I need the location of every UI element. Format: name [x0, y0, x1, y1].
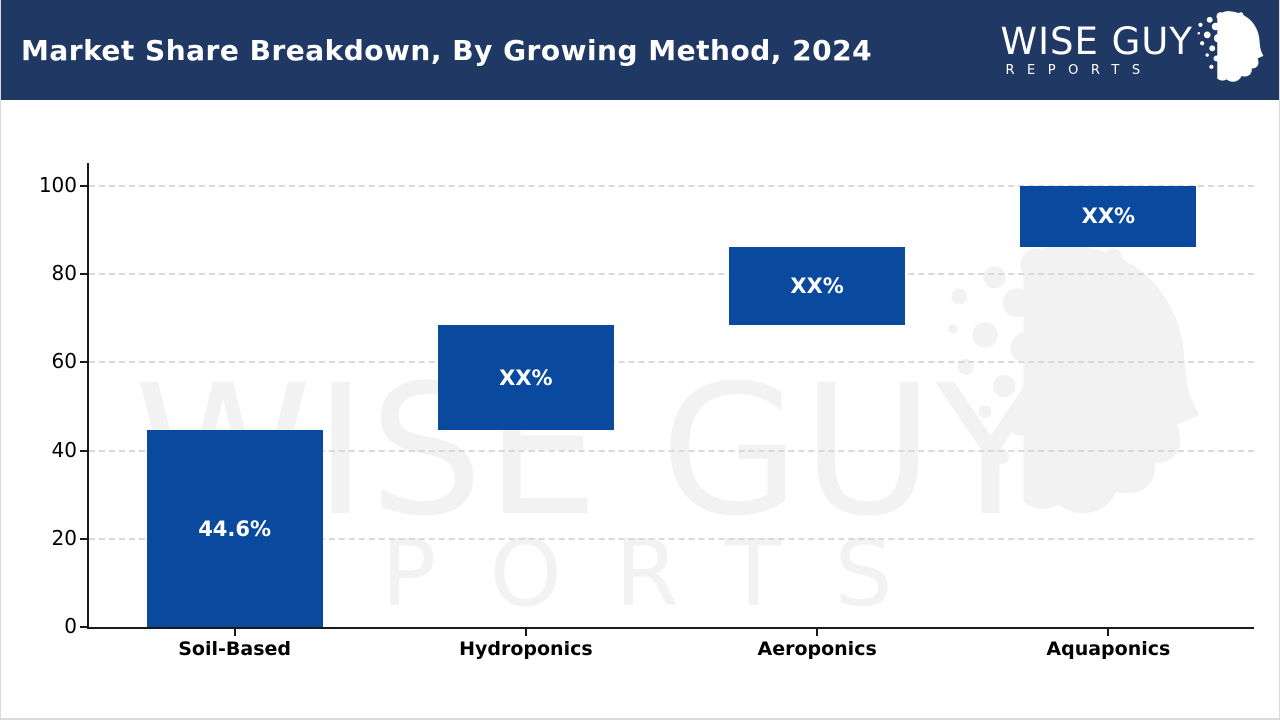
y-tick-mark-100: [80, 185, 88, 187]
logo-wiseguy-text: WISE GUY: [1000, 20, 1193, 63]
x-tick-mark-aquaponics: [1107, 629, 1110, 636]
header-bar: Market Share Breakdown, By Growing Metho…: [1, 0, 1279, 100]
bar-aquaponics: XX%: [1020, 186, 1197, 247]
category-label-hydroponics: Hydroponics: [459, 638, 593, 660]
x-tick-mark-hydroponics: [524, 629, 527, 636]
wiseguy-logo: WISE GUY REPORTS: [1001, 0, 1267, 100]
x-axis: [87, 627, 1254, 629]
logo-reports-text: REPORTS: [1005, 63, 1153, 78]
y-tick-mark-60: [80, 361, 88, 364]
bar-soil-based: 44.6%: [146, 430, 323, 627]
bar-hydroponics: XX%: [437, 324, 614, 431]
y-axis: [87, 163, 89, 629]
y-tick-mark-20: [80, 537, 88, 540]
x-tick-mark-soil-based: [233, 629, 236, 636]
y-tick-mark-0: [80, 626, 88, 628]
gridline-80: [89, 273, 1254, 276]
y-tick-label-80: 80: [51, 261, 77, 286]
gridline-40: [89, 449, 1254, 452]
gridline-20: [89, 537, 1254, 540]
bar-aeroponics: XX%: [729, 246, 906, 325]
bar-value-label-aeroponics: XX%: [790, 273, 844, 298]
y-tick-label-100: 100: [38, 173, 77, 197]
y-tick-label-40: 40: [51, 437, 77, 462]
category-label-aeroponics: Aeroponics: [757, 638, 877, 660]
bar-value-label-soil-based: 44.6%: [198, 516, 272, 541]
bar-value-label-aquaponics: XX%: [1081, 204, 1136, 229]
y-tick-mark-40: [80, 449, 88, 452]
y-tick-label-20: 20: [51, 525, 77, 550]
category-label-soil-based: Soil-Based: [178, 638, 291, 660]
page-title: Market Share Breakdown, By Growing Metho…: [21, 33, 873, 67]
y-tick-label-0: 0: [64, 614, 77, 638]
y-tick-mark-80: [80, 273, 88, 276]
gridline-60: [89, 361, 1254, 364]
y-tick-label-60: 60: [51, 349, 77, 374]
gridline-100: [89, 185, 1254, 187]
logo-head-icon: [1197, 11, 1264, 82]
category-label-aquaponics: Aquaponics: [1046, 638, 1171, 660]
bar-value-label-hydroponics: XX%: [499, 365, 553, 390]
x-tick-mark-aeroponics: [816, 629, 819, 636]
